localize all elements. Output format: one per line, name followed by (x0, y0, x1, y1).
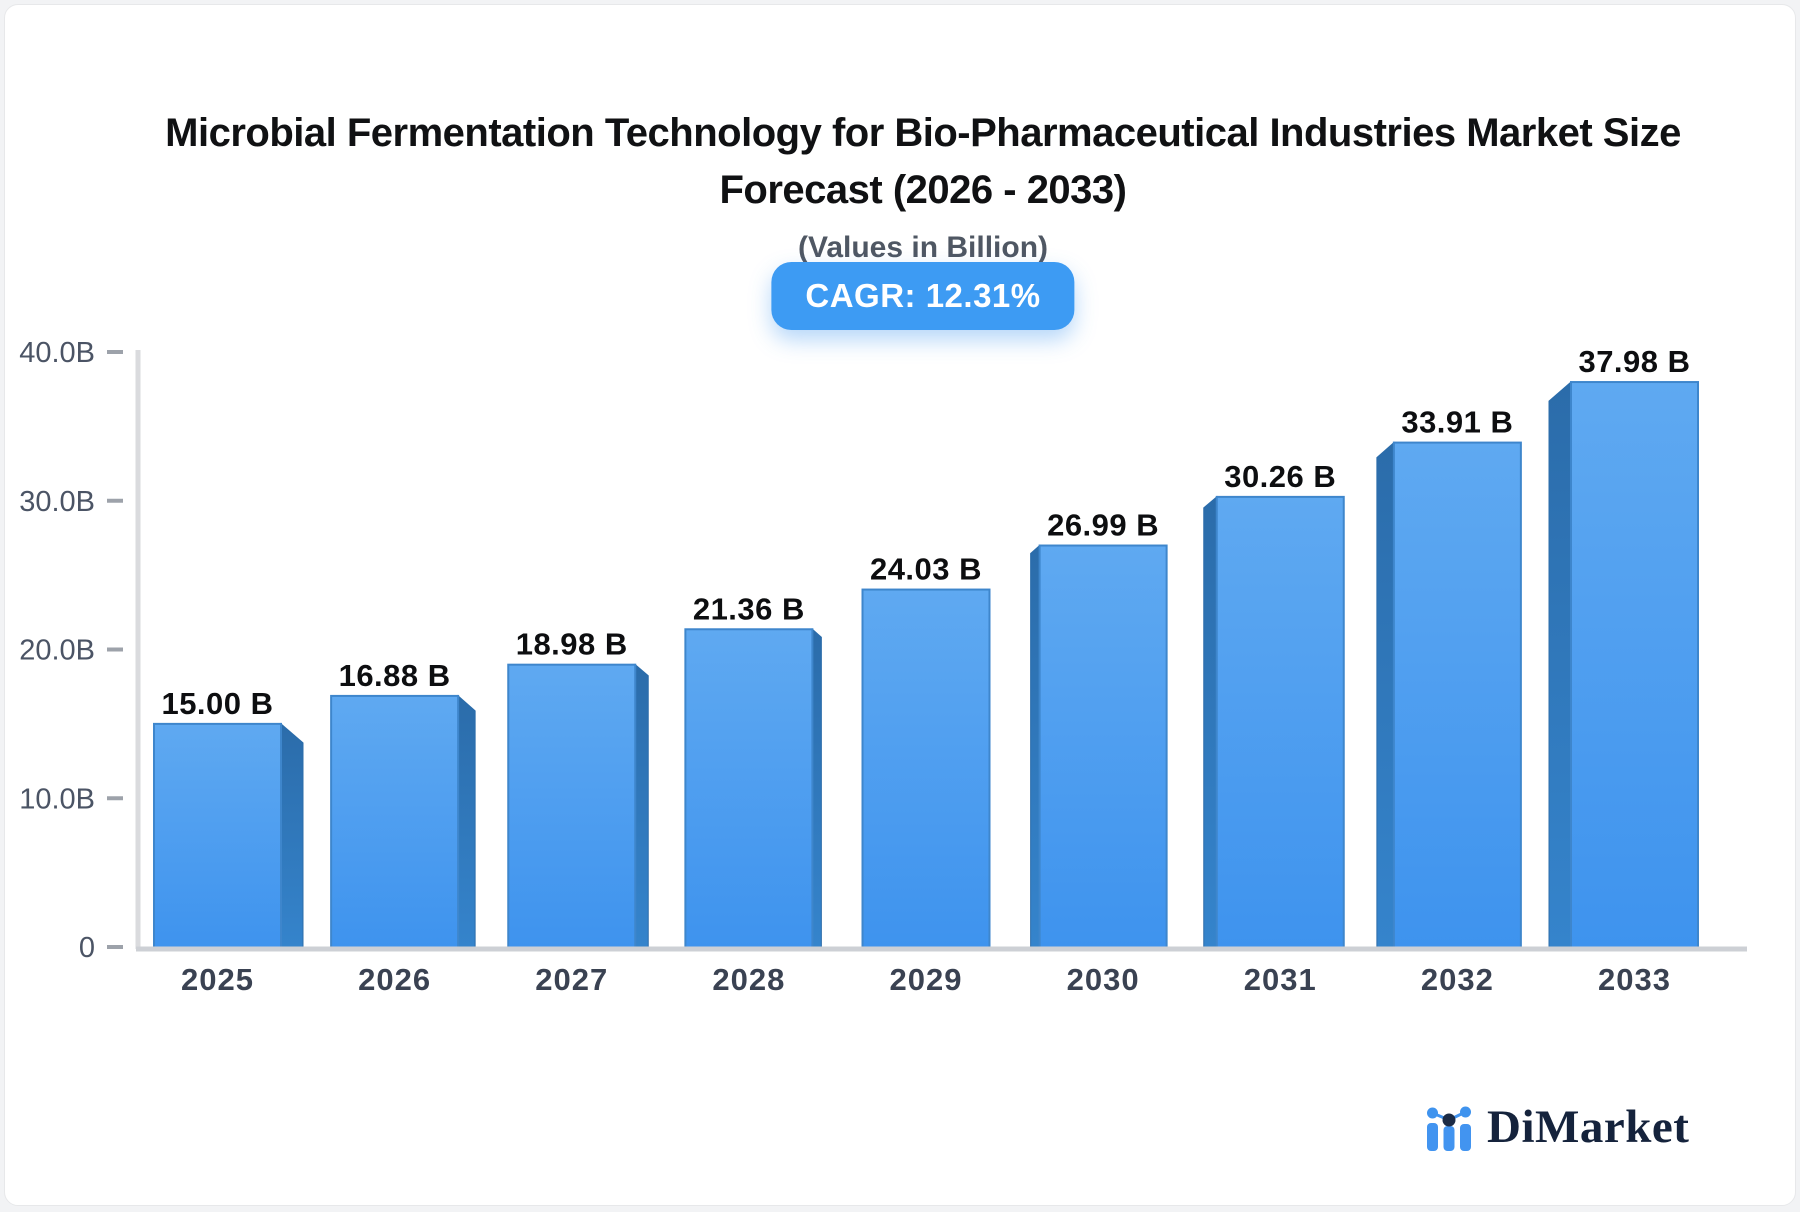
y-tick-label: 30.0B (19, 486, 95, 518)
x-tick-label-2028: 2028 (712, 962, 785, 997)
y-tick-label: 10.0B (19, 783, 95, 815)
y-tick-label: 20.0B (19, 635, 95, 667)
value-label-2027: 18.98 B (516, 627, 628, 662)
value-label-2031: 30.26 B (1224, 459, 1336, 494)
bar-2025 (153, 722, 282, 950)
chart-header: Microbial Fermentation Technology for Bi… (51, 105, 1795, 266)
value-label-2028: 21.36 B (693, 591, 805, 626)
x-tick-label-2026: 2026 (358, 962, 431, 997)
value-label-2025: 15.00 B (161, 686, 273, 721)
bar-2027 (507, 663, 637, 950)
chart-title-line2: Forecast (2026 - 2033) (719, 168, 1127, 212)
bar-side-2026 (457, 694, 476, 950)
chart-subtitle: (Values in Billion) (797, 231, 1049, 264)
bar-side-2031 (1203, 495, 1218, 950)
x-tick-label-2025: 2025 (181, 962, 254, 997)
bar-2028 (684, 628, 814, 951)
x-tick-label-2031: 2031 (1244, 962, 1317, 997)
bar-2032 (1392, 441, 1522, 950)
bar-2029 (861, 588, 991, 951)
x-tick-label-2030: 2030 (1067, 962, 1140, 997)
brand-logo: DiMarket (1424, 1098, 1689, 1156)
bar-side-2032 (1376, 441, 1395, 950)
bar-side-2025 (280, 722, 304, 950)
brand-logo-text: DiMarket (1487, 1101, 1690, 1153)
y-tick-label: 0 (79, 932, 95, 964)
x-tick-label-2027: 2027 (535, 962, 608, 997)
value-label-2032: 33.91 B (1401, 405, 1513, 440)
y-tick-label: 40.0B (19, 337, 95, 369)
value-label-2033: 37.98 B (1578, 344, 1690, 379)
x-tick-label-2032: 2032 (1421, 962, 1494, 997)
bar-side-2030 (1030, 544, 1041, 950)
bar-2033 (1570, 381, 1699, 950)
bar-side-2028 (811, 628, 822, 950)
bar-side-2033 (1548, 380, 1572, 950)
bar-2026 (330, 694, 460, 950)
value-label-2030: 26.99 B (1047, 508, 1159, 543)
chart-card: Microbial Fermentation Technology for Bi… (4, 4, 1796, 1206)
bar-chart: 0 10.0B 20.0B 30.0B 40.0B 15.00 B 16.88 B 18.98… (19, 337, 1747, 997)
chart-title-line1: Microbial Fermentation Technology for Bi… (165, 111, 1681, 155)
x-tick-label-2029: 2029 (890, 962, 963, 997)
brand-logo-icon (1427, 1106, 1471, 1151)
bar-side-2027 (634, 663, 649, 950)
value-label-2026: 16.88 B (339, 658, 451, 693)
x-tick-label-2033: 2033 (1598, 962, 1671, 997)
cagr-badge: CAGR: 12.31% (771, 262, 1075, 330)
bar-2030 (1038, 544, 1168, 950)
bar-2031 (1215, 495, 1345, 950)
value-label-2029: 24.03 B (870, 552, 982, 587)
